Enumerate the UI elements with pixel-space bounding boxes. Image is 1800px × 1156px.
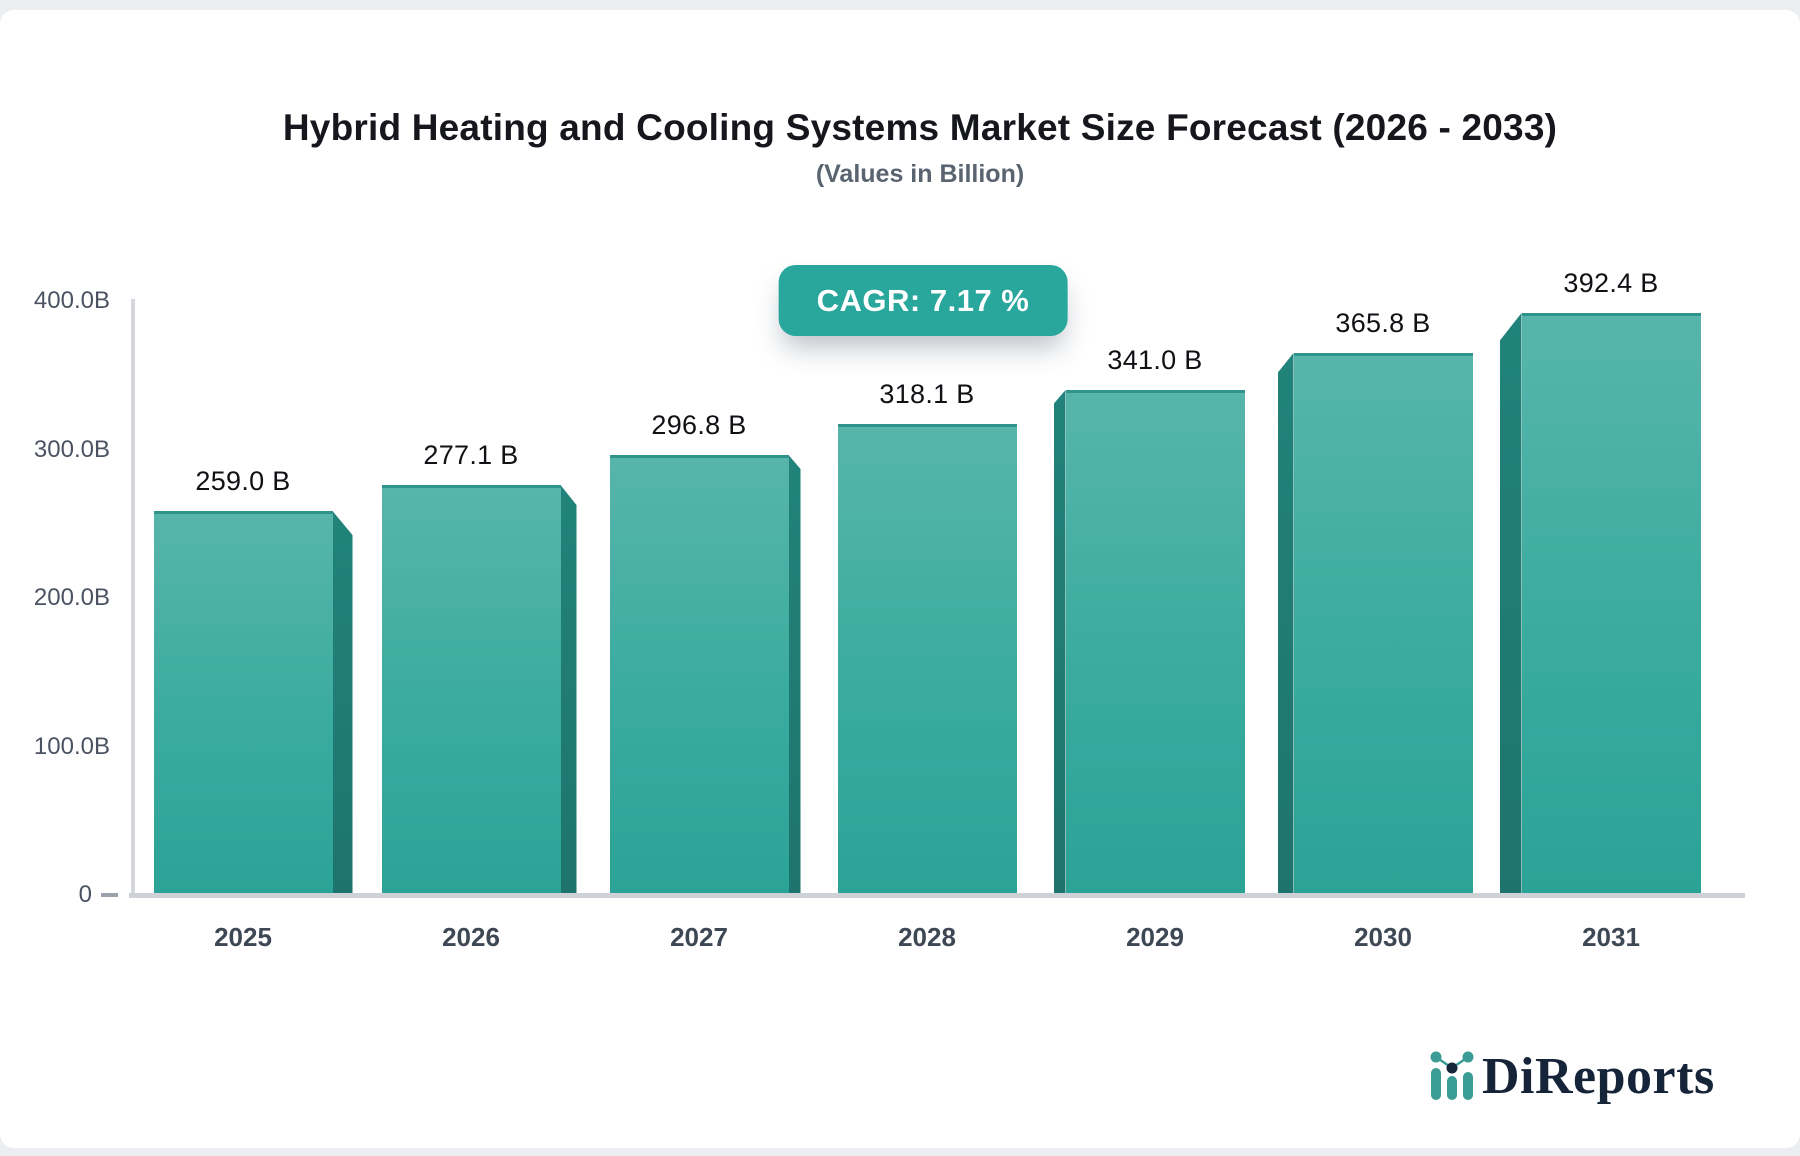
x-axis-label-2028: 2028 — [898, 922, 956, 952]
bar-value-label-2029: 341.0 B — [1107, 345, 1203, 375]
y-axis-label-200.0B: 200.0B — [33, 584, 110, 611]
bar-3d-side-2027 — [788, 455, 801, 896]
bar-3d-side-2026 — [560, 485, 577, 896]
chart-title: Hybrid Heating and Cooling Systems Marke… — [282, 107, 1558, 148]
bar-value-label-2026: 277.1 B — [423, 440, 519, 470]
bar-2027 — [609, 455, 789, 896]
bar-value-label-2025: 259.0 B — [195, 466, 291, 496]
direports-logo: DiReports — [1428, 1048, 1715, 1110]
bar-value-label-2030: 365.8 B — [1335, 308, 1431, 338]
y-axis-label-0: 0 — [78, 881, 92, 908]
chart-card: Hybrid Heating and Cooling Systems Marke… — [0, 10, 1800, 1148]
bar-3d-side-2031 — [1499, 313, 1522, 896]
x-axis-label-2030: 2030 — [1354, 922, 1412, 952]
chart-subtitle: (Values in Billion) — [815, 160, 1025, 188]
bar-2026 — [381, 485, 561, 896]
bar-value-label-2031: 392.4 B — [1563, 268, 1659, 298]
x-axis-baseline — [129, 893, 1745, 898]
bar-2029 — [1065, 390, 1245, 896]
y-axis-label-400.0B: 400.0B — [33, 287, 110, 314]
bar-chart-logo-icon — [1430, 1051, 1474, 1100]
bar-2030 — [1293, 353, 1473, 896]
x-axis-label-2025: 2025 — [214, 922, 272, 952]
bar-2025 — [153, 511, 333, 896]
bar-3d-side-2025 — [332, 511, 353, 896]
bar-3d-side-2029 — [1053, 390, 1066, 896]
x-axis-label-2026: 2026 — [442, 922, 500, 952]
bar-3d-side-2030 — [1277, 353, 1294, 896]
y-axis-line — [131, 299, 135, 896]
cagr-badge: CAGR: 7.17 % — [778, 265, 1068, 336]
y-axis-label-100.0B: 100.0B — [33, 732, 110, 760]
x-axis-label-2027: 2027 — [670, 922, 728, 952]
bar-value-label-2027: 296.8 B — [651, 410, 747, 440]
x-axis-label-2029: 2029 — [1126, 922, 1184, 952]
y-axis-label-300.0B: 300.0B — [33, 435, 110, 463]
bar-value-label-2028: 318.1 B — [879, 379, 975, 409]
bar-2031 — [1521, 313, 1701, 896]
brand-name: DiReports — [1482, 1048, 1715, 1105]
zero-tick-mark — [101, 893, 118, 897]
x-axis-label-2031: 2031 — [1582, 922, 1640, 952]
bar-2028 — [837, 424, 1017, 896]
